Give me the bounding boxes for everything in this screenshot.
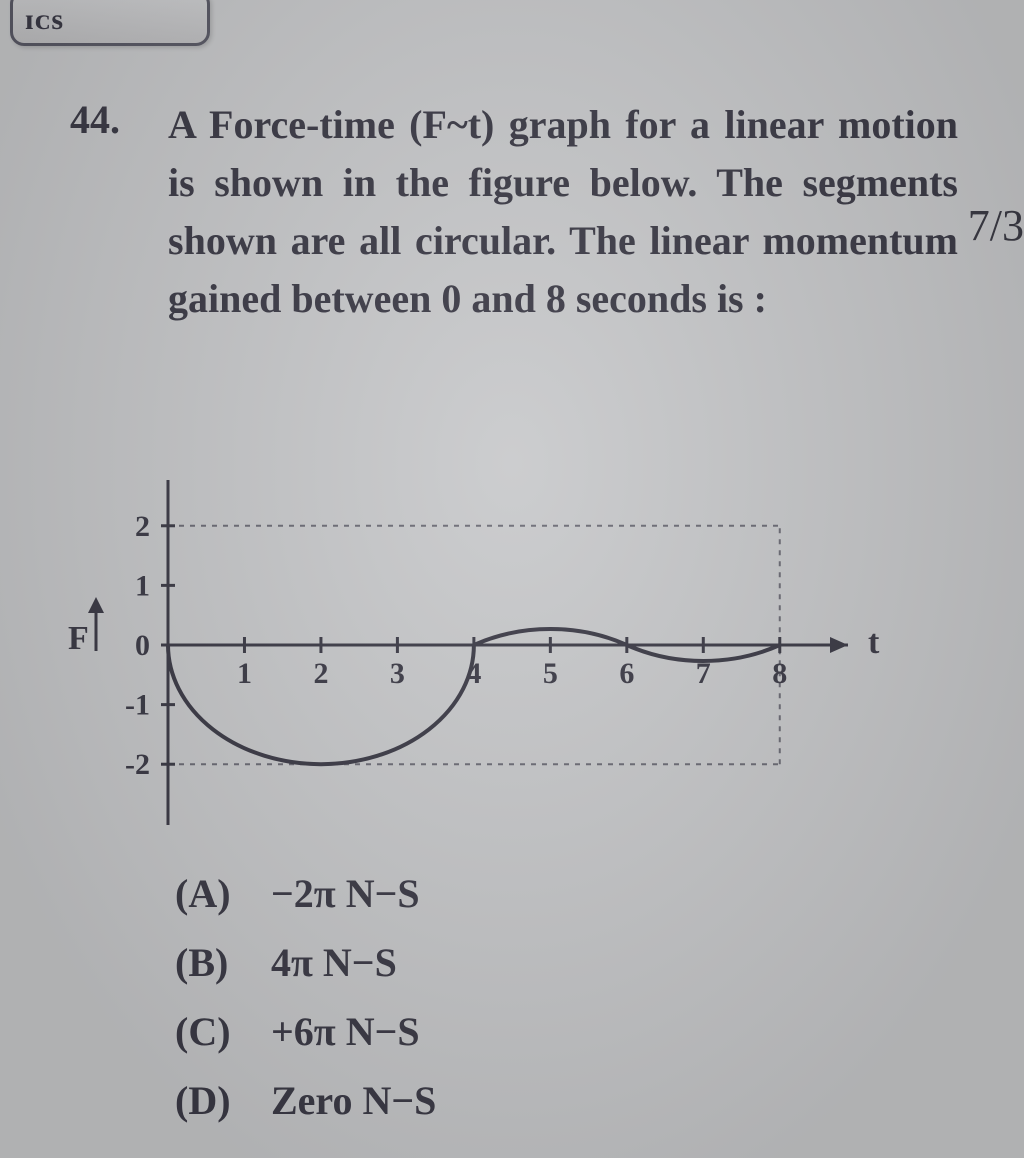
- option-text: +6π N−S: [271, 1008, 420, 1055]
- svg-text:1: 1: [135, 569, 150, 602]
- option-label: (B): [175, 939, 271, 986]
- option-b: (B) 4π N−S: [175, 939, 436, 986]
- svg-text:2: 2: [313, 657, 328, 690]
- partial-tab-text: ɪᴄs: [25, 3, 64, 37]
- svg-text:1: 1: [237, 657, 252, 690]
- force-time-chart: F-2-101212345678t: [48, 470, 908, 830]
- option-label: (A): [175, 870, 271, 917]
- option-text: 4π N−S: [271, 939, 397, 986]
- svg-text:3: 3: [390, 657, 405, 690]
- option-c: (C) +6π N−S: [175, 1008, 436, 1055]
- svg-text:2: 2: [135, 510, 150, 543]
- svg-text:F: F: [68, 620, 89, 657]
- option-text: Zero N−S: [271, 1077, 436, 1124]
- question-number: 44.: [70, 96, 120, 143]
- option-label: (D): [175, 1077, 271, 1124]
- svg-text:-1: -1: [125, 689, 150, 722]
- option-text: −2π N−S: [271, 870, 420, 917]
- question-block: 44. A Force-time (F~t) graph for a linea…: [60, 96, 984, 328]
- partial-tab-header: ɪᴄs: [10, 0, 210, 46]
- svg-text:-2: -2: [125, 748, 150, 781]
- question-text: A Force-time (F~t) graph for a linear mo…: [168, 96, 958, 328]
- option-d: (D) Zero N−S: [175, 1077, 436, 1124]
- svg-text:t: t: [868, 624, 880, 661]
- answer-options: (A) −2π N−S (B) 4π N−S (C) +6π N−S (D) Z…: [175, 870, 436, 1146]
- option-label: (C): [175, 1008, 271, 1055]
- option-a: (A) −2π N−S: [175, 870, 436, 917]
- svg-text:0: 0: [135, 629, 150, 662]
- svg-text:5: 5: [543, 657, 558, 690]
- svg-text:6: 6: [619, 657, 634, 690]
- svg-text:8: 8: [772, 657, 787, 690]
